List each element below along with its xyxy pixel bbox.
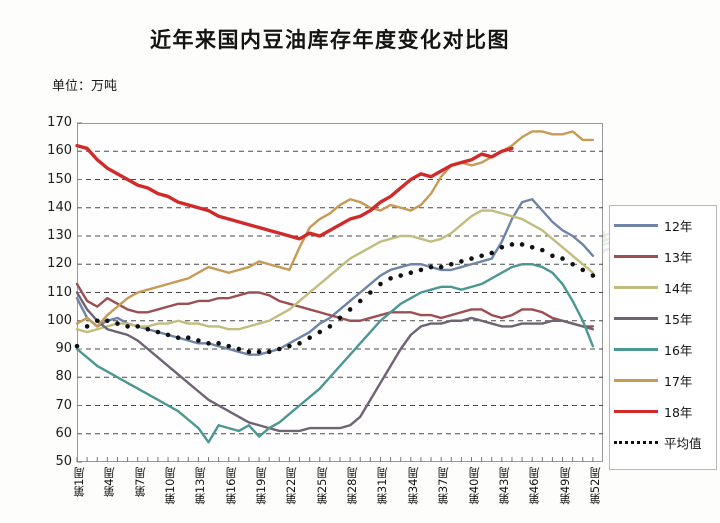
x-tick-label: 第31周 [375, 467, 390, 505]
legend-item-label: 13年 [664, 249, 693, 265]
y-tick-label: 130 [47, 228, 72, 243]
legend-swatch-icon [614, 347, 658, 351]
legend-swatch-icon [614, 254, 658, 258]
series-14年 [75, 209, 595, 334]
series-16年 [75, 263, 595, 444]
x-tick-label: 第19周 [254, 467, 269, 505]
x-tick-label: 第49周 [557, 467, 572, 505]
x-tick-label: 第22周 [284, 467, 299, 505]
gridlines [76, 122, 603, 463]
y-tick-label: 60 [55, 425, 72, 441]
x-tick-label: 第1周 [72, 467, 86, 498]
series-13年 [75, 282, 595, 328]
x-tick-label: 第43周 [496, 467, 511, 505]
legend-swatch-icon [614, 409, 658, 413]
y-tick-label: 170 [47, 115, 72, 130]
y-tick-label: 50 [55, 454, 72, 469]
plot-area [74, 122, 603, 463]
series-18年 [75, 143, 514, 241]
x-tick-label: 第7周 [132, 467, 147, 498]
legend-swatch-icon [614, 316, 658, 320]
x-tick-label: 第28周 [345, 467, 360, 505]
y-tick-label: 140 [47, 199, 72, 215]
x-tick-label: 第52周 [587, 467, 602, 505]
y-tick-label: 90 [55, 341, 72, 356]
x-tick-label: 第40周 [466, 467, 481, 505]
page-title: 近年来国内豆油库存年度变化对比图 [150, 28, 510, 52]
chart-legend: 12年 13年 14年 15年 16年 17年 18年平均值 [609, 205, 717, 470]
legend-item-平均值[interactable]: 平均值 [614, 431, 714, 453]
legend-item-label: 15年 [664, 311, 693, 327]
legend-item-13年[interactable]: 13年 [614, 245, 714, 267]
series-平均值 [74, 242, 596, 355]
legend-swatch-icon [614, 223, 658, 227]
legend-item-label: 平均值 [664, 435, 702, 451]
x-axis: 第1周 第4周 第7周 第10周 第13周 第16周 第19周 第22周 第25周 第28周 第31… [72, 463, 603, 523]
x-tick-label: 第4周 [102, 467, 117, 498]
y-tick-label: 80 [55, 369, 72, 385]
x-tick-label: 第16周 [223, 467, 238, 505]
legend-item-17年[interactable]: 17年 [614, 369, 714, 391]
legend-item-label: 16年 [664, 342, 693, 358]
x-tick-label: 第10周 [163, 467, 178, 505]
legend-item-16年[interactable]: 16年 [614, 338, 714, 360]
x-tick-label: 第13周 [193, 467, 208, 505]
y-tick-label: 70 [55, 397, 72, 413]
y-tick-label: 110 [47, 284, 72, 300]
y-tick-label: 150 [47, 171, 72, 187]
legend-item-15年[interactable]: 15年 [614, 307, 714, 329]
y-axis: 170 160 150 140 130 120 110 100 90 80 70 60 50 [28, 115, 72, 469]
legend-item-12年[interactable]: 12年 [614, 214, 714, 236]
x-tick-label: 第34周 [405, 467, 420, 505]
legend-swatch-icon [614, 440, 658, 444]
legend-swatch-icon [614, 285, 658, 289]
legend-item-18年[interactable]: 18年 [614, 400, 714, 422]
legend-item-label: 17年 [664, 373, 693, 389]
x-tick-label: 第46周 [527, 467, 542, 505]
legend-item-label: 12年 [664, 218, 693, 234]
legend-item-label: 14年 [664, 280, 693, 296]
x-tick-label: 第25周 [314, 467, 329, 505]
series-15年 [75, 291, 595, 433]
y-tick-label: 100 [47, 312, 72, 328]
series-lines [74, 130, 596, 444]
legend-item-14年[interactable]: 14年 [614, 276, 714, 298]
x-tick-label: 第37周 [436, 467, 451, 505]
unit-label: 单位：万吨 [52, 79, 118, 94]
y-tick-label: 120 [47, 256, 72, 272]
y-tick-label: 160 [47, 143, 72, 159]
series-12年 [75, 198, 595, 356]
legend-item-label: 18年 [664, 404, 693, 420]
legend-swatch-icon [614, 378, 658, 382]
